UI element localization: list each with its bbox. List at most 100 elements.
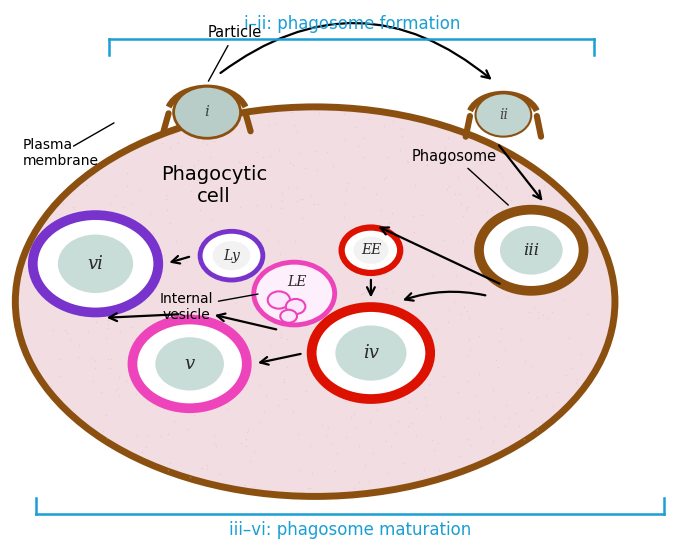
Point	[547, 308, 558, 317]
Point	[452, 156, 463, 165]
Point	[452, 172, 463, 181]
Point	[283, 317, 294, 326]
Point	[519, 435, 530, 444]
Point	[322, 148, 333, 156]
Point	[435, 413, 446, 422]
Point	[532, 308, 543, 317]
Circle shape	[280, 310, 297, 323]
Point	[275, 329, 286, 338]
Point	[134, 186, 145, 195]
Point	[216, 250, 228, 259]
Point	[340, 136, 351, 144]
Point	[429, 445, 440, 454]
Point	[438, 372, 449, 380]
Point	[503, 233, 514, 241]
Point	[109, 191, 120, 200]
Circle shape	[286, 299, 305, 314]
Point	[274, 146, 285, 154]
Point	[466, 262, 477, 271]
Point	[62, 282, 73, 290]
Point	[461, 204, 472, 213]
Point	[236, 439, 247, 447]
Point	[144, 209, 155, 218]
Point	[125, 199, 136, 208]
Point	[370, 189, 382, 198]
Point	[349, 483, 360, 492]
Point	[114, 392, 125, 401]
Point	[382, 153, 393, 162]
Point	[317, 301, 328, 310]
Point	[219, 112, 230, 121]
Point	[295, 195, 307, 203]
Point	[61, 231, 72, 240]
Point	[570, 379, 582, 387]
Point	[372, 283, 384, 292]
Point	[401, 380, 412, 389]
Point	[206, 216, 218, 225]
Point	[95, 209, 106, 217]
Point	[104, 199, 115, 208]
Point	[177, 261, 188, 269]
Point	[247, 296, 258, 305]
Circle shape	[500, 226, 563, 275]
Point	[186, 187, 197, 196]
Circle shape	[354, 237, 388, 264]
Point	[473, 416, 484, 425]
Point	[183, 299, 194, 307]
Point	[310, 279, 321, 288]
Point	[547, 402, 559, 411]
Point	[471, 183, 482, 191]
Point	[516, 335, 527, 344]
Point	[176, 161, 187, 170]
Point	[474, 408, 485, 416]
Point	[464, 346, 475, 354]
Point	[418, 362, 429, 371]
Point	[341, 433, 352, 442]
Point	[118, 253, 130, 262]
Text: i–ii: phagosome formation: i–ii: phagosome formation	[244, 15, 460, 33]
Point	[154, 432, 165, 441]
Point	[132, 432, 143, 440]
Point	[230, 299, 241, 307]
Point	[113, 372, 125, 381]
Point	[559, 294, 570, 303]
Point	[402, 158, 413, 167]
Point	[358, 134, 369, 143]
Point	[505, 196, 517, 205]
Point	[421, 288, 433, 297]
Point	[501, 293, 512, 302]
Circle shape	[155, 337, 224, 390]
Point	[209, 432, 220, 440]
Point	[265, 202, 276, 210]
Point	[136, 256, 148, 265]
Point	[276, 332, 287, 341]
Point	[306, 191, 317, 199]
Point	[321, 320, 332, 329]
Point	[215, 470, 226, 479]
Point	[239, 343, 251, 352]
Point	[127, 323, 138, 332]
Point	[69, 204, 80, 213]
Point	[316, 420, 328, 429]
Point	[490, 249, 501, 257]
Point	[246, 282, 258, 291]
Point	[189, 411, 200, 420]
Point	[526, 405, 538, 414]
Point	[486, 242, 498, 251]
Point	[197, 137, 209, 146]
Point	[209, 256, 220, 264]
Point	[264, 120, 275, 129]
Point	[209, 386, 220, 395]
Text: Phagosome: Phagosome	[412, 149, 508, 205]
Point	[388, 117, 399, 125]
Point	[239, 275, 251, 283]
Point	[309, 199, 320, 208]
Point	[241, 427, 252, 436]
Point	[189, 161, 200, 169]
Point	[107, 207, 118, 215]
Point	[536, 417, 547, 426]
Point	[561, 371, 572, 379]
Point	[287, 407, 298, 416]
Text: LE: LE	[287, 275, 307, 289]
Point	[121, 168, 132, 177]
